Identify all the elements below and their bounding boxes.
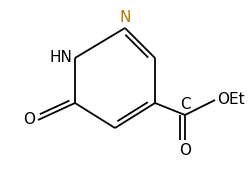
Text: O: O (23, 113, 35, 127)
Text: N: N (119, 10, 130, 25)
Text: HN: HN (49, 50, 72, 66)
Text: O: O (178, 143, 190, 158)
Text: OEt: OEt (216, 92, 244, 108)
Text: C: C (179, 97, 190, 112)
